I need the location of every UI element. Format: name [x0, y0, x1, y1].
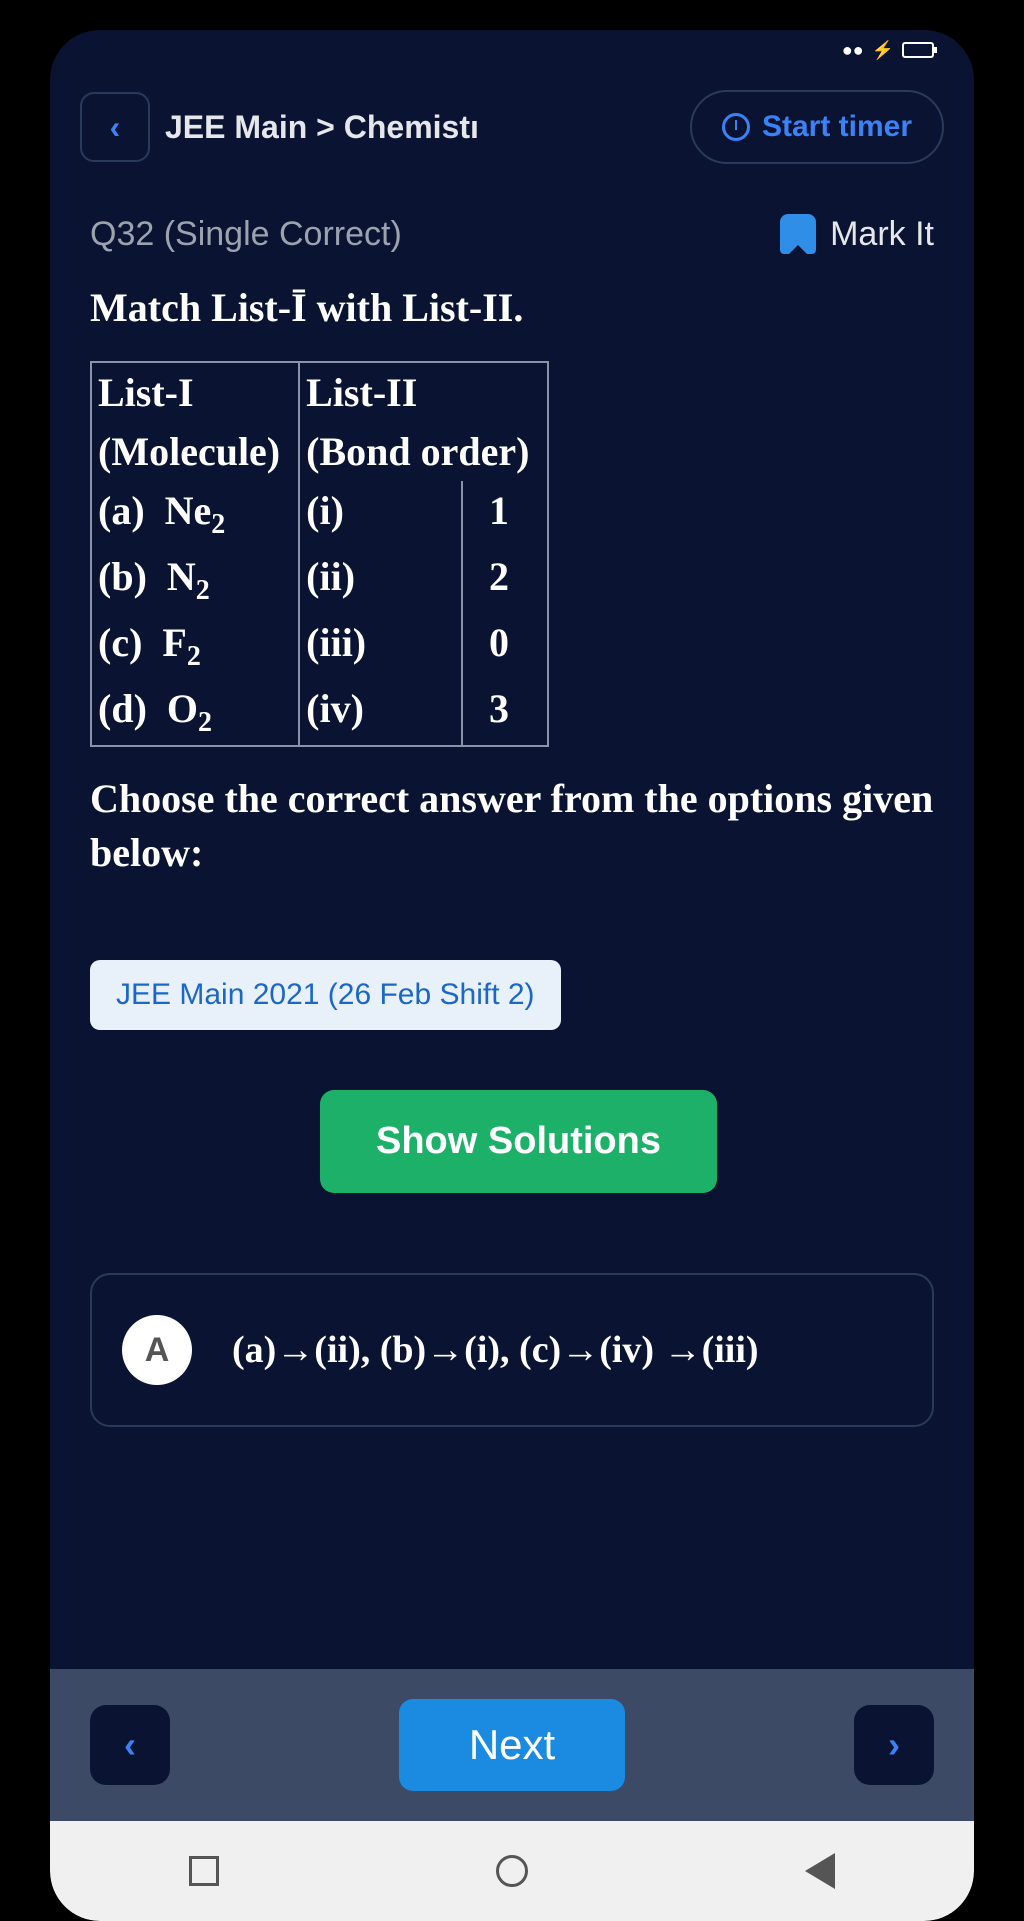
timer-icon: [722, 113, 750, 141]
table-header-col2: List-II: [299, 363, 548, 422]
exam-tag[interactable]: JEE Main 2021 (26 Feb Shift 2): [90, 960, 561, 1030]
show-solutions-button[interactable]: Show Solutions: [320, 1090, 717, 1193]
option-text: (a)→(ii), (b)→(i), (c)→(iv) →(iii): [232, 1322, 759, 1379]
app-header: ‹ JEE Main > Chemistı Start timer: [50, 60, 974, 184]
row-roman: (iv): [299, 679, 461, 745]
table-row: (d) O2 (iv) 3: [91, 679, 548, 745]
row-molecule: Ne: [165, 488, 212, 533]
next-button[interactable]: Next: [399, 1699, 625, 1791]
table-row: (b) N2 (ii) 2: [91, 547, 548, 613]
timer-label: Start timer: [762, 110, 912, 144]
breadcrumb[interactable]: JEE Main > Chemistı: [165, 109, 675, 146]
forward-button[interactable]: ›: [854, 1705, 934, 1785]
chevron-left-icon: ‹: [124, 1724, 136, 1766]
table-subheader-col2: (Bond order): [299, 422, 548, 481]
question-footer: Choose the correct answer from the optio…: [90, 772, 934, 880]
table-row: (c) F2 (iii) 0: [91, 613, 548, 679]
mark-it-label: Mark It: [830, 215, 934, 254]
mark-it-button[interactable]: Mark It: [780, 214, 934, 254]
row-value: 1: [462, 481, 549, 547]
start-timer-button[interactable]: Start timer: [690, 90, 944, 164]
row-roman: (iii): [299, 613, 461, 679]
question-content: Q32 (Single Correct) Mark It Match List-…: [50, 184, 974, 1669]
row-letter: (a): [98, 488, 145, 533]
row-molecule: F: [162, 620, 186, 665]
battery-icon: [902, 42, 934, 58]
row-letter: (c): [98, 620, 142, 665]
signal-icon: ●●: [842, 40, 864, 61]
option-badge: A: [122, 1315, 192, 1385]
home-icon[interactable]: [496, 1855, 528, 1887]
table-row: (a) Ne2 (i) 1: [91, 481, 548, 547]
bottom-nav: ‹ Next ›: [50, 1669, 974, 1821]
back-button[interactable]: ‹: [80, 92, 150, 162]
row-roman: (ii): [299, 547, 461, 613]
android-nav-bar: [50, 1821, 974, 1921]
option-card-a[interactable]: A (a)→(ii), (b)→(i), (c)→(iv) →(iii): [90, 1273, 934, 1427]
chevron-left-icon: ‹: [110, 109, 121, 146]
question-title: Match List-Ī with List-II.: [90, 284, 934, 331]
row-value: 2: [462, 547, 549, 613]
back-icon[interactable]: [805, 1853, 835, 1889]
row-molecule: N: [167, 554, 196, 599]
wifi-icon: ⚡: [872, 40, 894, 61]
row-roman: (i): [299, 481, 461, 547]
table-subheader-col1: (Molecule): [91, 422, 299, 481]
status-bar: ●● ⚡: [50, 30, 974, 60]
chevron-right-icon: ›: [888, 1724, 900, 1766]
recent-apps-icon[interactable]: [189, 1856, 219, 1886]
row-letter: (d): [98, 686, 147, 731]
table-header-col1: List-I: [91, 363, 299, 422]
row-value: 3: [462, 679, 549, 745]
prev-button[interactable]: ‹: [90, 1705, 170, 1785]
status-icons: ●● ⚡: [842, 40, 934, 61]
row-value: 0: [462, 613, 549, 679]
row-molecule: O: [167, 686, 198, 731]
question-number-label: Q32 (Single Correct): [90, 215, 402, 254]
row-letter: (b): [98, 554, 147, 599]
bookmark-icon: [780, 214, 816, 254]
match-table: List-I List-II (Molecule) (Bond order) (…: [90, 361, 549, 747]
